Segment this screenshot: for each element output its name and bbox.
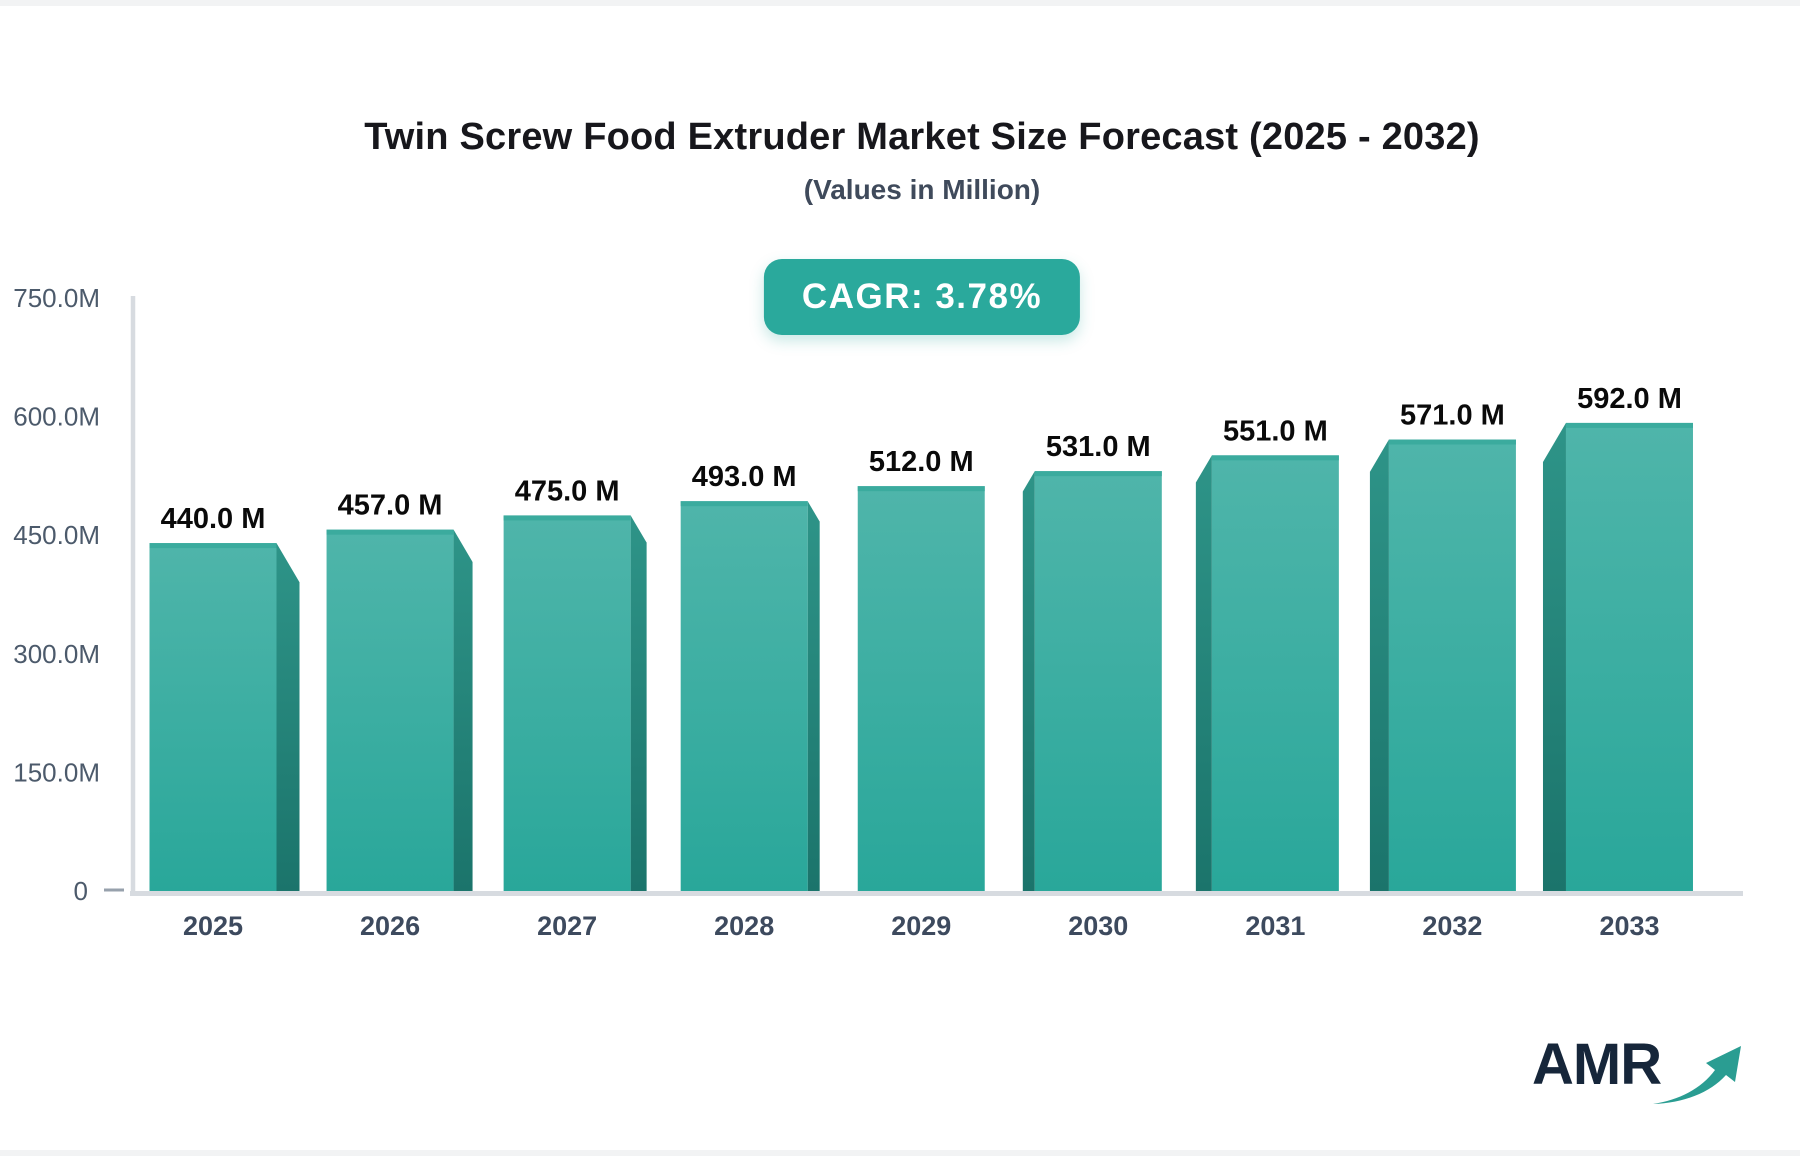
bar-value-label: 551.0 M [1223,415,1328,447]
bar-side-face [453,529,473,891]
bar-value-label: 531.0 M [1046,431,1151,463]
bar-front-face [149,543,277,891]
bar-front-face [326,529,454,891]
bar-front-face [1388,439,1516,891]
x-axis-label: 2033 [1599,911,1659,941]
bar-group-2029: 512.0 M 2029 [857,446,985,941]
bar-top-edge [680,501,808,507]
bar-group-2027: 475.0 M 2027 [503,475,647,941]
bar-top-edge [1034,471,1162,477]
bar-front-face [503,515,631,891]
bar-front-face [680,501,808,891]
bar-value-label: 475.0 M [515,475,620,507]
bar-value-label: 571.0 M [1400,400,1505,432]
bar-group-2026: 457.0 M 2026 [326,490,473,941]
y-axis-tick-label: 150.0M [13,757,100,787]
chart-title: Twin Screw Food Extruder Market Size For… [364,116,1480,158]
x-axis-label: 2028 [714,911,774,941]
y-axis-tick-label: 300.0M [13,639,100,669]
y-axis-tick-label: 450.0M [13,520,100,550]
bar-top-edge [503,515,631,521]
bar-top-edge [149,543,277,549]
bar-front-face [1211,455,1339,891]
y-axis-tick-label: 750.0M [13,283,100,313]
y-axis-tick-label: 0 [74,876,88,906]
x-axis-label: 2030 [1068,911,1128,941]
bar-side-face [276,543,300,891]
bar-front-face [1034,471,1162,891]
bar-top-edge [326,529,454,535]
bar-side-face [1195,455,1212,891]
bar-top-edge [1388,439,1516,445]
x-axis-label: 2027 [537,911,597,941]
bar-side-face [1022,471,1035,891]
bar-group-2028: 493.0 M 2028 [680,461,820,941]
bar-side-face [807,501,820,891]
x-axis-label: 2025 [183,911,243,941]
bar-side-face [1369,439,1389,891]
amr-logo-text: AMR [1532,1032,1662,1097]
bar-front-face [1565,422,1693,891]
bar-top-edge [1211,455,1339,461]
bar-value-label: 512.0 M [869,446,974,478]
bar-group-2030: 531.0 M 2030 [1022,431,1162,941]
x-axis-label: 2032 [1422,911,1482,941]
x-axis-label: 2031 [1245,911,1305,941]
bar-value-label: 493.0 M [692,461,797,493]
amr-logo: AMR [1532,1036,1749,1110]
cagr-badge-label: CAGR: 3.78% [801,277,1043,316]
bar-group-2032: 571.0 M 2032 [1369,400,1516,941]
bar-group-2025: 440.0 M 2025 [149,503,300,941]
bar-value-label: 457.0 M [338,490,443,522]
chart-subtitle: (Values in Million) [803,174,1041,205]
y-axis-tick-label: 600.0M [13,402,100,432]
cagr-badge: CAGR: 3.78% [763,259,1081,335]
bar-chart-plot: 750.0M 600.0M 450.0M 300.0M 150.0M 0 440.0 M 20… [13,283,1743,941]
bar-side-face [1542,422,1566,891]
bar-group-2033: 592.0 M 2033 [1542,383,1693,941]
x-axis-label: 2029 [891,911,951,941]
x-axis-label: 2026 [360,911,420,941]
bar-group-2031: 551.0 M 2031 [1195,415,1339,941]
bar-top-edge [1565,422,1693,428]
bar-side-face [630,515,647,891]
amr-logo-arrow-icon [1653,1046,1742,1104]
bar-front-face [857,486,985,891]
bar-value-label: 440.0 M [161,503,266,535]
bar-top-edge [857,486,985,492]
bar-value-label: 592.0 M [1577,383,1682,415]
